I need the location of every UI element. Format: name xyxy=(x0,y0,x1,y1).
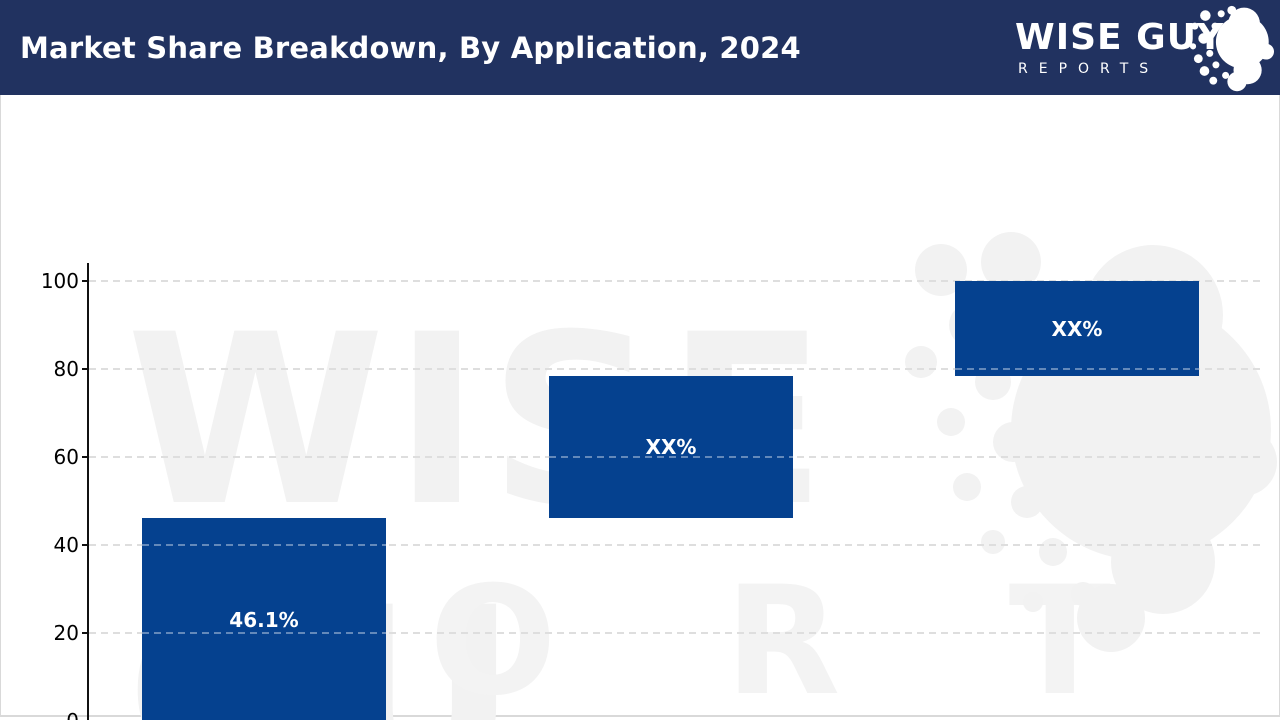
gridline-overlay xyxy=(142,631,386,634)
bar-segment: 46.1% xyxy=(142,518,386,720)
gridline xyxy=(89,632,1262,634)
y-axis-tick xyxy=(82,544,88,546)
bar-segment: XX% xyxy=(955,281,1199,377)
bar-value-label: XX% xyxy=(1051,316,1103,341)
bar-chart: 02040608010046.1%SemiconductorsXX%Solar … xyxy=(0,95,1280,720)
y-axis-label: 20 xyxy=(53,621,79,645)
y-axis-label: 60 xyxy=(53,445,79,469)
y-axis-tick xyxy=(82,456,88,458)
chart-canvas: WISE GU P O R T S 02040608010046.1%Semic… xyxy=(0,95,1280,720)
gridline-overlay xyxy=(955,368,1199,370)
gridline-overlay xyxy=(142,543,386,546)
header-banner: Market Share Breakdown, By Application, … xyxy=(0,0,1280,95)
gridline xyxy=(89,544,1262,546)
logo-wordmark: WISE GUY xyxy=(1015,17,1225,58)
y-axis-label: 40 xyxy=(53,533,79,557)
bar-value-label: XX% xyxy=(645,435,697,460)
gridline xyxy=(89,280,1262,282)
gridline-overlay xyxy=(549,455,793,458)
y-axis-tick xyxy=(82,632,88,634)
logo-subtext: REPORTS xyxy=(1018,61,1160,77)
y-axis-tick xyxy=(82,368,88,370)
bar-segment: XX% xyxy=(549,376,793,519)
bar-value-label: 46.1% xyxy=(229,607,299,632)
y-axis-line xyxy=(87,263,89,720)
y-axis-label: 80 xyxy=(53,357,79,381)
gridline xyxy=(89,368,1262,370)
y-axis-label: 100 xyxy=(40,269,79,293)
y-axis-label: 0 xyxy=(29,709,79,720)
wise-guy-reports-logo: WISE GUY REPORTS xyxy=(1015,5,1274,92)
y-axis-tick xyxy=(82,280,88,282)
dotted-head-icon xyxy=(1189,5,1274,92)
chart-title: Market Share Breakdown, By Application, … xyxy=(20,30,801,65)
